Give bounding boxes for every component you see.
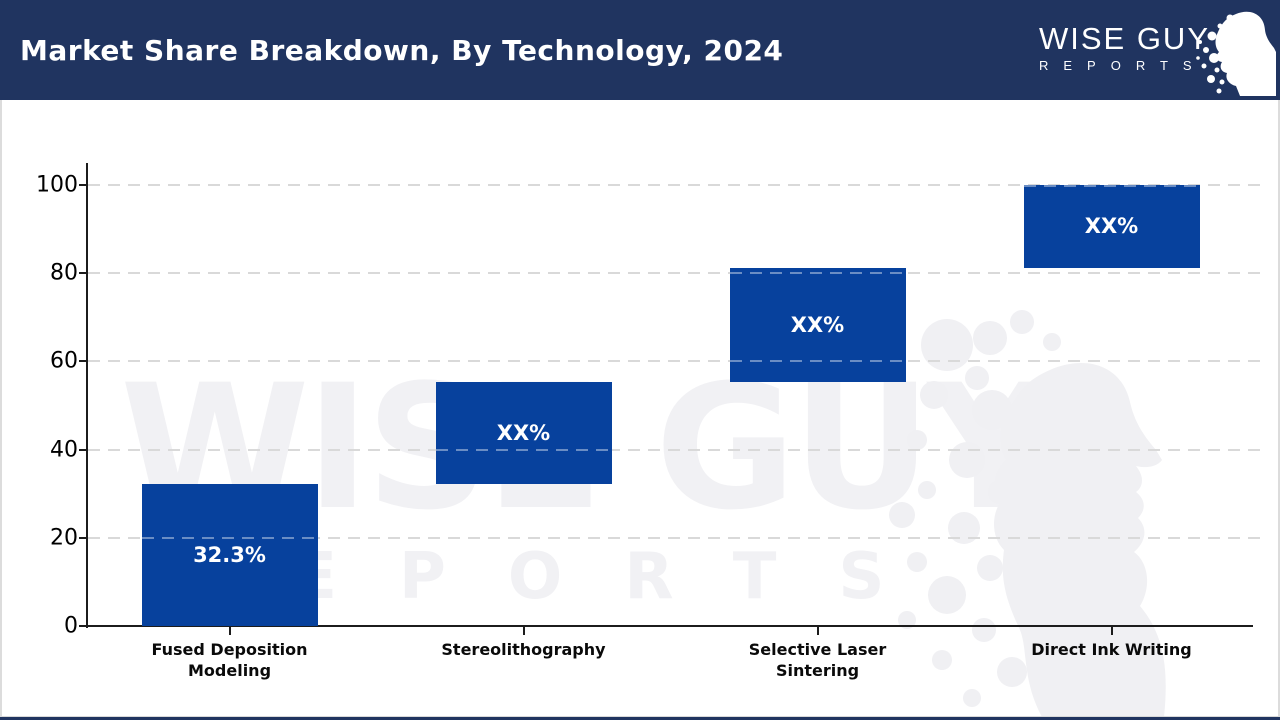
bar-3: XX%: [729, 267, 906, 382]
bar-value-label: 32.3%: [193, 542, 266, 567]
bar-1: 32.3%: [141, 483, 318, 626]
bar-value-label: XX%: [496, 420, 551, 445]
y-axis-tickmark: [79, 625, 88, 627]
header: Market Share Breakdown, By Technology, 2…: [0, 0, 1280, 100]
watermark-head-icon: [889, 310, 1166, 716]
page-title: Market Share Breakdown, By Technology, 2…: [20, 33, 784, 67]
y-axis-tick-label: 40: [50, 437, 78, 463]
x-axis-line: [86, 625, 1253, 627]
y-axis-tick-label: 0: [64, 613, 78, 639]
gridline: [88, 272, 1262, 275]
y-axis-tickmark: [79, 360, 88, 363]
footer-bar: [0, 717, 1280, 720]
category-label: Selective Laser Sintering: [748, 640, 887, 680]
gridline-over-bar: [729, 360, 906, 363]
y-axis-line: [86, 163, 88, 628]
gridline-over-bar: [435, 448, 612, 451]
gridline-over-bar: [1023, 185, 1200, 187]
bar-4: XX%: [1023, 185, 1200, 268]
y-axis-tickmark: [79, 448, 88, 451]
x-axis-tickmark: [522, 626, 525, 635]
bar-value-label: XX%: [1084, 214, 1139, 239]
brand-text: WISE GUY REPORTS: [1039, 22, 1210, 74]
category-label: Direct Ink Writing: [1031, 640, 1192, 659]
x-axis-tickmark: [816, 626, 819, 635]
gridline-over-bar: [141, 536, 318, 539]
x-axis-tickmark: [228, 626, 231, 635]
brand-name: WISE GUY: [1038, 21, 1210, 56]
y-axis-tickmark: [79, 184, 88, 186]
y-axis-tickmark: [79, 536, 88, 539]
gridline-over-bar: [729, 272, 906, 275]
bar-2: XX%: [435, 381, 612, 484]
wiseguy-head-icon: [1196, 11, 1276, 96]
category-label: Stereolithography: [441, 640, 606, 659]
brand-logo: WISE GUY REPORTS: [1030, 0, 1280, 100]
y-axis-tick-label: 60: [50, 348, 78, 374]
brand-sub: REPORTS: [1038, 58, 1207, 73]
bar-value-label: XX%: [790, 312, 845, 337]
gridline: [88, 536, 1262, 539]
y-axis-tick-label: 80: [50, 260, 78, 286]
y-axis-tickmark: [79, 272, 88, 275]
x-axis-tickmark: [1110, 626, 1113, 635]
gridline: [88, 184, 1262, 186]
y-axis-tick-label: 100: [36, 172, 78, 198]
gridline: [88, 360, 1262, 363]
gridline: [88, 448, 1262, 451]
category-label: Fused Deposition Modeling: [151, 640, 308, 680]
y-axis-tick-label: 20: [50, 525, 78, 551]
